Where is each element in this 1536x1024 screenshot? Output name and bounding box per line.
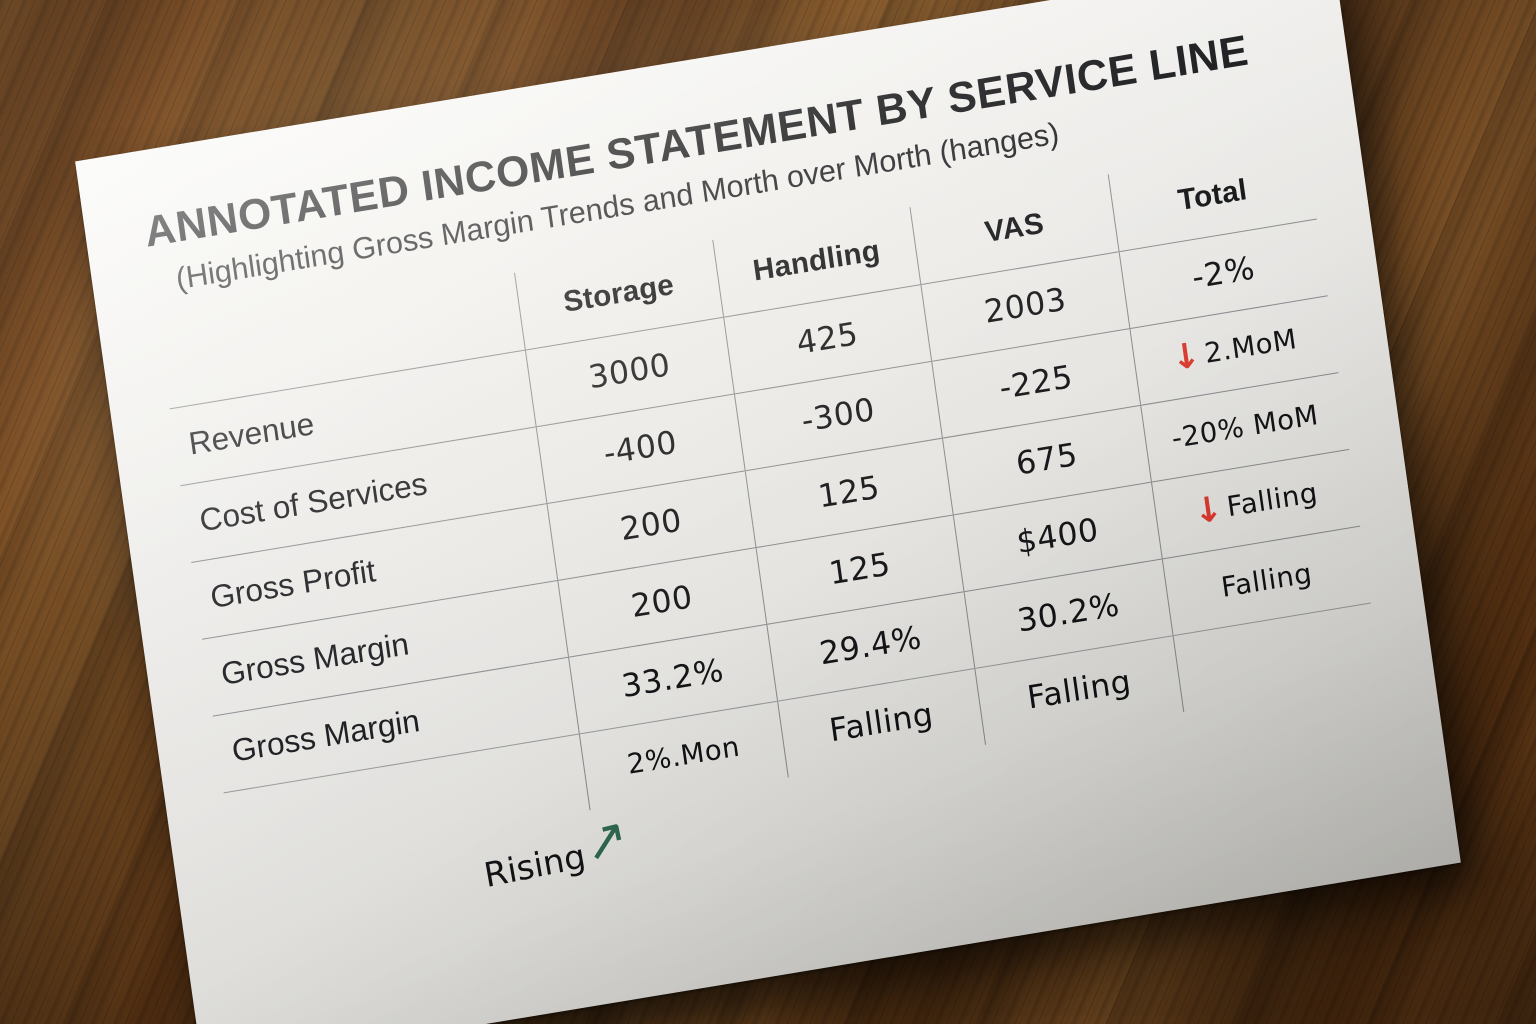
up-arrow-icon: ↗ xyxy=(578,806,635,875)
cell-gm-values-total-text: Falling xyxy=(1224,477,1320,524)
down-arrow-icon: ↓ xyxy=(1190,487,1226,533)
paper-sheet: ANNOTATED INCOME STATEMENT BY SERVICE LI… xyxy=(75,0,1461,1024)
down-arrow-icon: ↓ xyxy=(1168,333,1204,380)
cell-cost-total-text: 2.MoM xyxy=(1202,323,1299,371)
rising-annotation-label: Rising xyxy=(481,835,589,896)
document-content: ANNOTATED INCOME STATEMENT BY SERVICE LI… xyxy=(75,0,1461,1024)
rising-annotation: Rising ↗ xyxy=(481,807,634,896)
